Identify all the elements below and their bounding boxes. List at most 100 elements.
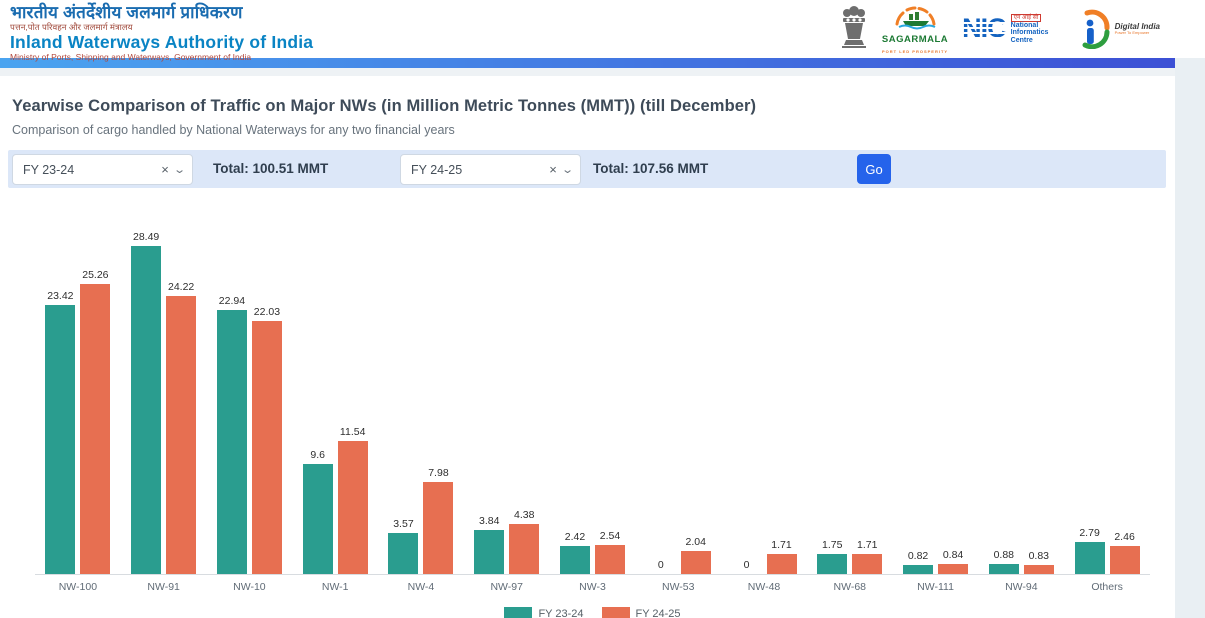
bar-value-label: 2.42	[564, 531, 586, 544]
bar-rect[interactable]	[594, 544, 625, 574]
bar-value-label: 2.79	[1079, 526, 1100, 539]
bar-group-NW-4: 3.57 7.98	[378, 467, 464, 574]
bar-value-label: 25.26	[82, 268, 109, 281]
bar-NW-100-FY23-24[interactable]: 23.42	[45, 289, 76, 574]
bar-NW-48-FY23-24[interactable]: 0	[732, 559, 762, 574]
bar-NW-1-FY23-24[interactable]: 9.6	[302, 449, 333, 574]
bar-Others-FY24-25[interactable]: 2.46	[1109, 531, 1140, 574]
site-header: भारतीय अंतर्देशीय जलमार्ग प्राधिकरण पत्त…	[0, 0, 1205, 62]
bar-rect[interactable]	[388, 532, 419, 574]
bar-NW-53-FY24-25[interactable]: 2.04	[680, 535, 711, 574]
year2-chevron-down-icon[interactable]: ⌄	[560, 164, 574, 176]
bar-value-label: 2.54	[599, 529, 621, 542]
header-shadow-band	[0, 68, 1175, 76]
x-axis-label-NW-1: NW-1	[321, 581, 349, 593]
year2-clear-icon[interactable]: ×	[549, 162, 557, 177]
bar-value-label: 0.83	[1028, 549, 1050, 562]
bar-NW-91-FY23-24[interactable]: 28.49	[131, 231, 162, 574]
bar-NW-94-FY23-24[interactable]: 0.88	[988, 548, 1019, 574]
bar-NW-97-FY23-24[interactable]: 3.84	[474, 515, 505, 574]
bar-NW-68-FY23-24[interactable]: 1.75	[817, 539, 848, 574]
bar-rect[interactable]	[938, 564, 969, 574]
bar-rect[interactable]	[131, 246, 162, 574]
bar-value-label: 22.03	[253, 305, 281, 318]
bar-NW-68-FY24-25[interactable]: 1.71	[852, 539, 883, 574]
x-axis-label-NW-10: NW-10	[233, 581, 266, 593]
bar-rect[interactable]	[474, 529, 505, 574]
bar-NW-3-FY24-25[interactable]: 2.54	[594, 529, 625, 574]
filter-bar: FY 23-24 × ⌄ Total: 100.51 MMT FY 24-25 …	[8, 150, 1166, 188]
bar-rect[interactable]	[216, 310, 247, 574]
bar-rect[interactable]	[1109, 545, 1140, 574]
bar-value-label: 28.49	[133, 231, 160, 244]
legend-swatch-icon	[504, 607, 533, 618]
go-button[interactable]: Go	[857, 154, 891, 184]
bar-rect[interactable]	[45, 304, 76, 574]
x-axis-label-NW-68: NW-68	[833, 581, 867, 593]
org-name-hindi: भारतीय अंतर्देशीय जलमार्ग प्राधिकरण	[10, 3, 243, 22]
legend-item-FY24-25[interactable]: FY 24-25	[601, 607, 681, 618]
nic-full-name: National Informatics Centre	[1010, 22, 1049, 44]
bar-NW-10-FY24-25[interactable]: 22.03	[251, 305, 282, 574]
bar-rect[interactable]	[1023, 564, 1054, 574]
bar-value-label: 1.71	[771, 539, 792, 552]
year1-total: Total: 100.51 MMT	[213, 161, 329, 176]
bar-NW-100-FY24-25[interactable]: 25.26	[80, 268, 111, 574]
bar-rect[interactable]	[302, 463, 333, 574]
bar-rect[interactable]	[852, 554, 883, 574]
bar-NW-10-FY23-24[interactable]: 22.94	[216, 295, 247, 574]
ministry-name-hindi: पत्तन,पोत परिवहन और जलमार्ग मंत्रालय	[10, 21, 133, 32]
bar-NW-53-FY23-24[interactable]: 0	[646, 559, 676, 574]
bar-NW-97-FY24-25[interactable]: 4.38	[509, 508, 540, 574]
year2-select[interactable]: FY 24-25 × ⌄	[400, 154, 581, 185]
bar-NW-1-FY24-25[interactable]: 11.54	[337, 426, 368, 574]
bar-value-label: 2.04	[685, 535, 706, 548]
main-content: Yearwise Comparison of Traffic on Major …	[0, 76, 1175, 618]
bar-NW-4-FY24-25[interactable]: 7.98	[423, 467, 454, 574]
bar-rect[interactable]	[817, 553, 848, 574]
bar-rect[interactable]	[988, 563, 1019, 574]
bar-rect[interactable]	[559, 546, 590, 574]
bar-NW-48-FY24-25[interactable]: 1.71	[766, 539, 797, 574]
bar-value-label: 24.22	[168, 280, 195, 293]
x-axis-label-NW-111: NW-111	[917, 581, 954, 593]
bar-NW-91-FY24-25[interactable]: 24.22	[166, 280, 197, 574]
year1-chevron-down-icon[interactable]: ⌄	[172, 164, 186, 176]
bar-rect[interactable]	[337, 441, 368, 574]
bar-value-label: 4.38	[513, 508, 535, 521]
year1-select[interactable]: FY 23-24 × ⌄	[12, 154, 193, 185]
sagarmala-logo: SAGARMALA PORT LED PROSPERITY	[882, 4, 948, 54]
bar-rect[interactable]	[166, 295, 197, 574]
bar-rect[interactable]	[903, 564, 934, 574]
bar-rect[interactable]	[80, 283, 111, 574]
bar-value-label: 22.94	[218, 295, 246, 308]
digital-india-logo: Digital India Power To Empower	[1077, 9, 1160, 49]
bar-NW-4-FY23-24[interactable]: 3.57	[388, 518, 419, 574]
bar-Others-FY23-24[interactable]: 2.79	[1074, 526, 1105, 574]
bar-rect[interactable]	[680, 550, 711, 574]
bar-value-label: 0.82	[907, 549, 929, 562]
bar-group-NW-10: 22.94 22.03	[207, 295, 293, 574]
bar-value-label: 0.88	[993, 548, 1015, 561]
bar-NW-111-FY23-24[interactable]: 0.82	[903, 549, 934, 574]
bar-NW-3-FY23-24[interactable]: 2.42	[559, 531, 590, 574]
bar-rect[interactable]	[1074, 541, 1105, 574]
emblem-of-india-icon	[840, 5, 868, 54]
year2-selected-value: FY 24-25	[411, 162, 463, 177]
legend-item-FY23-24[interactable]: FY 23-24	[504, 607, 584, 618]
bar-value-label: 7.98	[428, 467, 449, 480]
bar-group-NW-48: 0 1.71	[721, 539, 807, 574]
nic-logo: NIC एन आई सी National Informatics Centre	[962, 13, 1063, 44]
x-axis-label-NW-3: NW-3	[579, 581, 606, 593]
bar-NW-111-FY24-25[interactable]: 0.84	[938, 549, 969, 574]
bar-rect[interactable]	[423, 482, 454, 574]
header-accent-bar	[0, 58, 1175, 68]
bar-rect[interactable]	[509, 523, 540, 574]
year1-clear-icon[interactable]: ×	[161, 162, 169, 177]
bar-group-NW-100: 23.42 25.26	[35, 268, 121, 574]
bar-value-label: 23.42	[47, 289, 74, 302]
bar-group-NW-97: 3.84 4.38	[464, 509, 550, 574]
bar-rect[interactable]	[766, 554, 797, 574]
bar-rect[interactable]	[251, 320, 282, 574]
bar-NW-94-FY24-25[interactable]: 0.83	[1023, 549, 1054, 574]
